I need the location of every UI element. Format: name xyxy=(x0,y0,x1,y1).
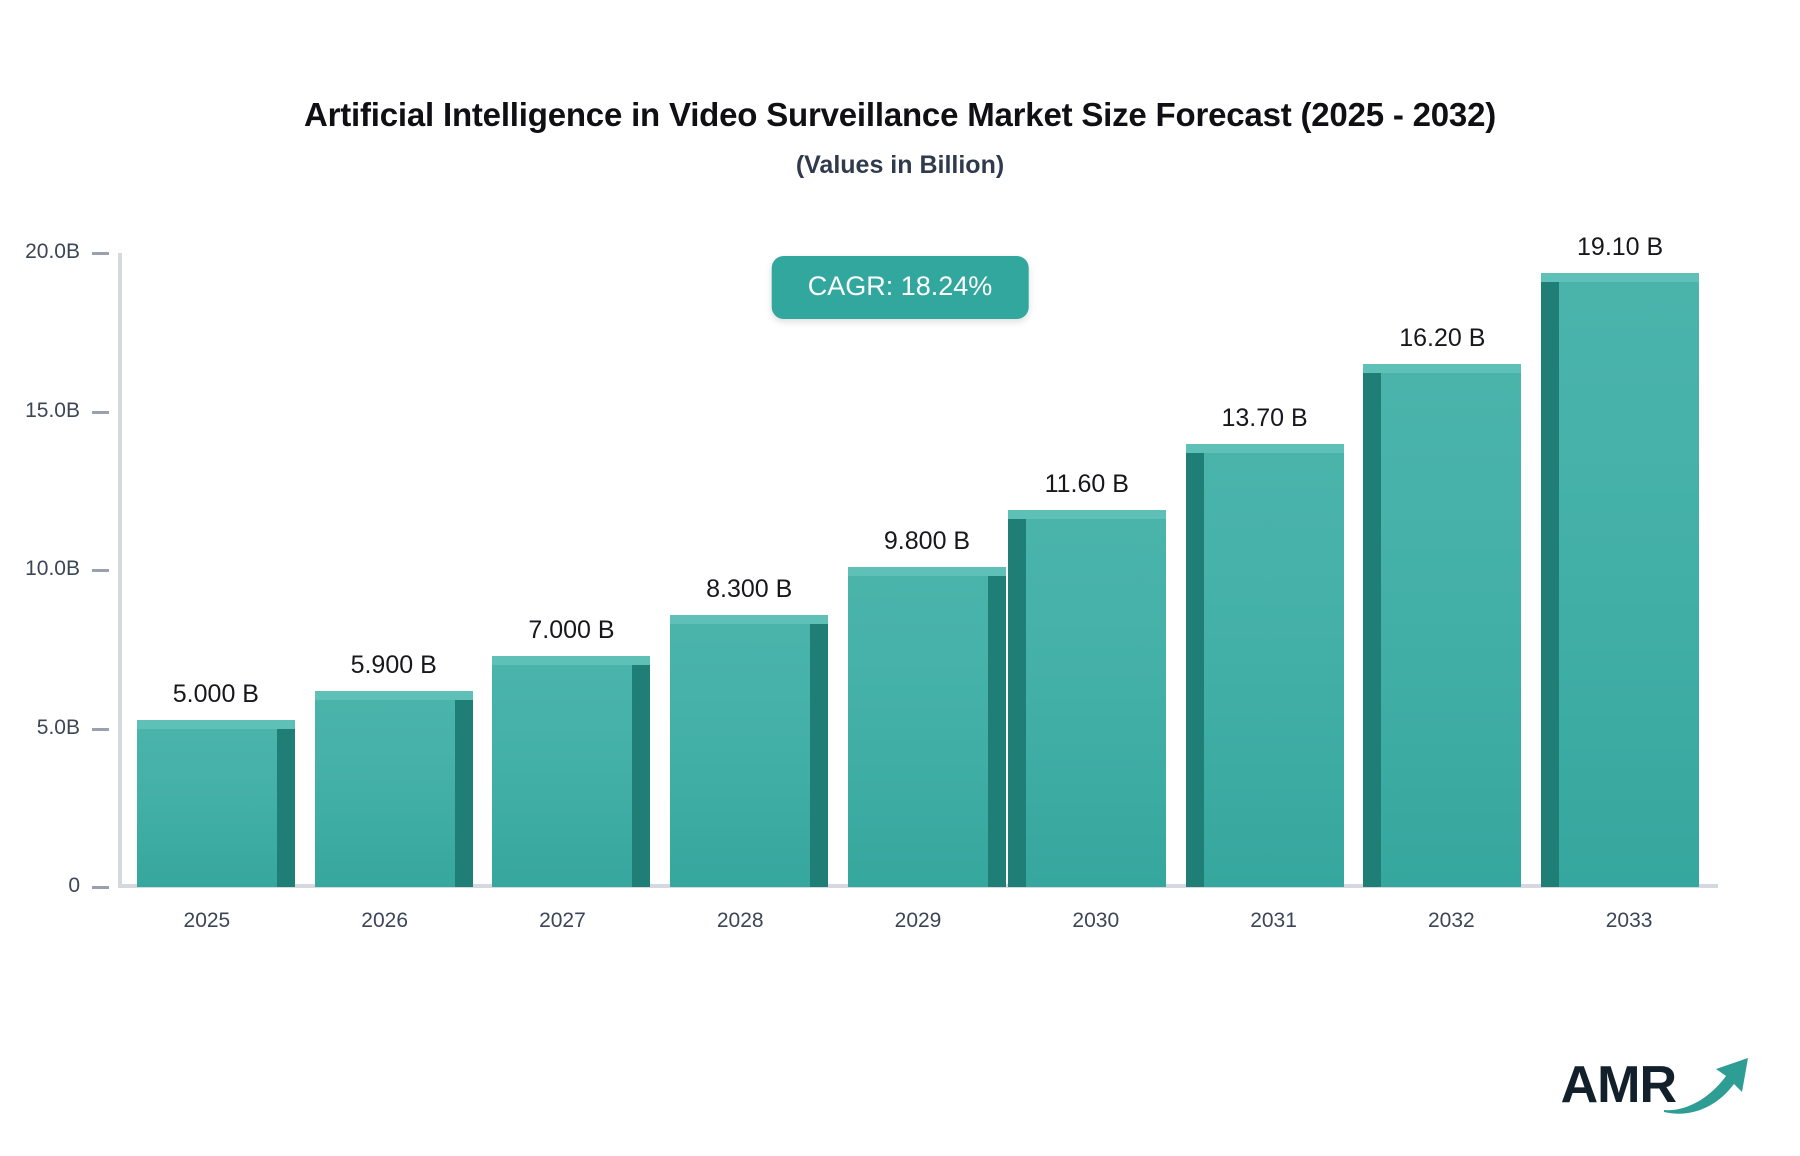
bar-top-face xyxy=(1185,443,1344,453)
bar-top-face xyxy=(1363,364,1522,374)
bar-2030[interactable]: 11.60 B xyxy=(1007,253,1166,887)
cagr-badge: CAGR: 18.24% xyxy=(771,256,1029,319)
bar-column: 8.300 B xyxy=(670,253,829,887)
bar-side-face xyxy=(454,699,473,887)
bar-value-label: 9.800 B xyxy=(883,527,971,556)
bar-front-face xyxy=(1381,373,1522,887)
bar-column: 5.900 B xyxy=(314,253,473,887)
bar-column: 16.20 B xyxy=(1363,253,1522,887)
bar-side-face xyxy=(1541,281,1560,887)
amr-logo-text: AMR xyxy=(1560,1055,1677,1114)
bar-value-label: 8.300 B xyxy=(706,574,793,603)
y-axis-tick-label: 5.0B xyxy=(36,715,80,739)
bar-top-face xyxy=(314,690,473,700)
y-axis-tick-mark xyxy=(92,569,109,572)
y-axis-tick-mark xyxy=(92,410,109,414)
bar-front-face xyxy=(1203,452,1344,887)
bar-front-face xyxy=(1559,281,1700,887)
y-axis-line xyxy=(118,253,122,887)
x-axis-tick-label-2032: 2032 xyxy=(1427,909,1475,932)
y-axis-tick-mark xyxy=(92,886,109,889)
bar-top-face xyxy=(136,719,295,729)
trend-up-arrow-icon xyxy=(1660,1054,1752,1121)
amr-logo: AMR xyxy=(1561,1048,1752,1121)
x-axis-tick-label-2033: 2033 xyxy=(1605,909,1653,932)
x-axis-tick-label-2025: 2025 xyxy=(183,909,231,932)
bar-front-face xyxy=(848,576,988,887)
bar-2027[interactable]: 7.000 B xyxy=(492,253,651,887)
bar-2033[interactable]: 19.10 B xyxy=(1541,233,1700,887)
y-axis-tick-mark xyxy=(92,252,109,255)
bar-side-face xyxy=(1185,452,1204,887)
bar-value-label: 5.900 B xyxy=(350,650,437,679)
chart-subtitle: (Values in Billion) xyxy=(795,151,1005,179)
title-block: Artificial Intelligence in Video Surveil… xyxy=(0,96,1800,180)
bar-column: 9.800 B xyxy=(848,253,1006,887)
bar-column: 19.10 B xyxy=(1541,233,1700,887)
bar-2032[interactable]: 16.20 B xyxy=(1363,253,1522,887)
chart-title: Artificial Intelligence in Video Surveil… xyxy=(303,96,1497,133)
x-axis-tick-label-2031: 2031 xyxy=(1250,909,1297,932)
bar-side-face xyxy=(810,623,829,887)
x-axis-tick-label-2029: 2029 xyxy=(894,909,942,932)
bar-column: 7.000 B xyxy=(492,253,651,887)
bar-2025[interactable]: 5.000 B xyxy=(136,253,295,887)
bar-value-label: 5.000 B xyxy=(172,679,259,708)
bar-column: 13.70 B xyxy=(1185,253,1344,887)
bar-top-face xyxy=(492,656,651,666)
bar-2029[interactable]: 9.800 B xyxy=(848,253,1006,887)
bar-top-face xyxy=(670,614,829,624)
bar-top-face xyxy=(1007,510,1166,520)
bar-front-face xyxy=(314,699,455,887)
y-axis-tick-mark xyxy=(92,727,109,731)
x-axis-tick-label-2028: 2028 xyxy=(716,909,764,932)
y-axis-tick-label: 20.0B xyxy=(25,240,80,263)
x-axis-tick-label-2030: 2030 xyxy=(1072,909,1120,932)
bar-front-face xyxy=(1025,519,1166,887)
bar-front-face xyxy=(492,665,633,887)
bar-side-face xyxy=(1363,373,1382,887)
bar-value-label: 19.10 B xyxy=(1577,232,1664,261)
bar-side-face xyxy=(632,665,651,887)
bar-front-face xyxy=(136,728,277,887)
bar-side-face xyxy=(276,728,295,887)
bar-value-label: 13.70 B xyxy=(1221,403,1308,432)
bar-column: 5.000 B xyxy=(136,253,295,887)
bar-value-label: 16.20 B xyxy=(1399,324,1486,353)
x-axis-tick-label-2027: 2027 xyxy=(539,909,586,932)
bar-top-face xyxy=(1541,272,1700,282)
bar-side-face xyxy=(1007,519,1026,887)
x-axis-tick-label-2026: 2026 xyxy=(361,909,409,932)
bar-2026[interactable]: 5.900 B xyxy=(314,253,473,887)
bar-value-label: 7.000 B xyxy=(528,616,615,645)
bar-side-face xyxy=(988,576,1006,887)
bar-2031[interactable]: 13.70 B xyxy=(1185,253,1344,887)
y-axis-tick-label: 10.0B xyxy=(25,557,80,580)
bar-column: 11.60 B xyxy=(1007,253,1166,887)
bar-front-face xyxy=(670,623,811,887)
bar-2028[interactable]: 8.300 B xyxy=(670,253,829,887)
plot-area: 5.000 B 5.900 B 7.000 B 8.300 B 9.800 B 11.60… xyxy=(118,233,1718,887)
y-axis-tick-label: 0 xyxy=(68,874,80,897)
y-axis-tick-label: 15.0B xyxy=(25,398,80,422)
bar-value-label: 11.60 B xyxy=(1044,470,1129,499)
bar-top-face xyxy=(848,567,1006,577)
